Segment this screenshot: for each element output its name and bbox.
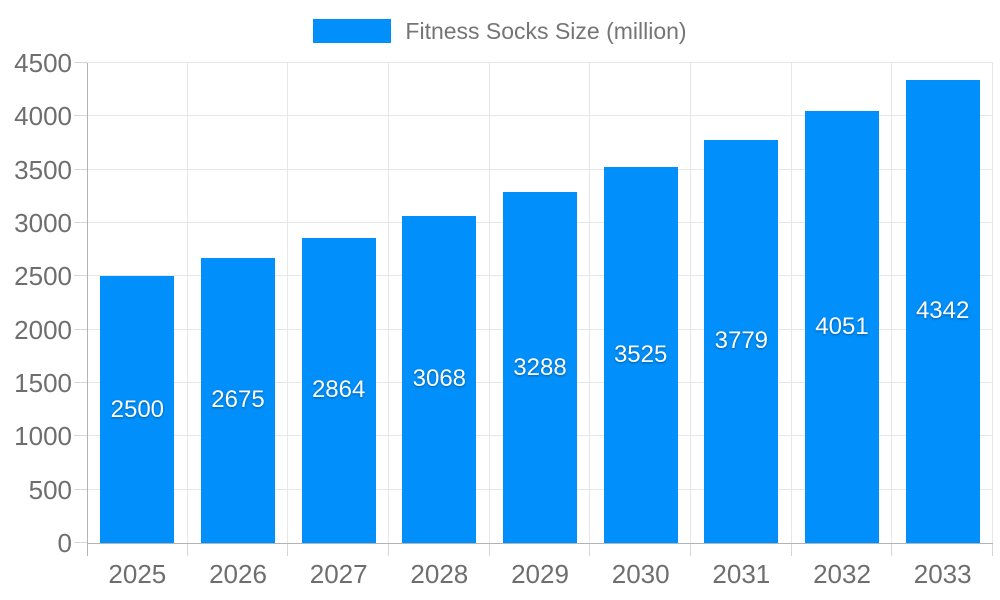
bar-value-label: 3525 [613,341,668,368]
gridline-horizontal [87,62,993,63]
bar[interactable]: 2500 [100,276,175,543]
bar[interactable]: 3068 [402,215,477,543]
gridline-vertical [790,63,792,543]
x-axis-tick [488,543,490,556]
x-axis-tick [287,543,289,556]
gridline-vertical [589,63,591,543]
y-axis-label: 4000 [14,101,72,132]
x-axis-tick [589,543,591,556]
bar[interactable]: 2864 [301,237,376,543]
gridline-vertical [992,63,993,543]
bar-value-label: 4342 [915,297,970,325]
bar[interactable]: 3525 [603,167,678,543]
x-axis-label: 2027 [309,559,368,589]
x-axis-label: 2031 [712,559,771,589]
gridline-vertical [186,63,188,543]
gridline-vertical [388,63,389,543]
x-axis-tick [790,543,792,556]
gridline-vertical [690,63,691,543]
y-axis-label: 0 [57,528,72,558]
x-axis-label: 2026 [209,559,267,589]
y-axis-label: 2500 [14,261,72,292]
y-axis-tick [74,115,87,117]
x-axis-tick [388,543,389,556]
y-axis-tick [74,62,87,63]
y-axis-tick [74,435,87,437]
bar[interactable]: 3288 [503,192,577,543]
y-axis-tick [74,488,87,490]
gridline-vertical [488,63,490,543]
x-axis-line [87,543,993,544]
y-axis-label: 1000 [14,421,72,452]
x-axis-tick [992,543,993,556]
x-axis-label: 2030 [611,559,670,589]
y-axis-label: 3500 [14,154,72,185]
y-axis-tick [74,168,87,170]
bar-value-label: 3068 [412,365,467,393]
y-axis-tick [74,542,87,543]
x-axis-tick [690,543,691,556]
bar[interactable]: 3779 [704,139,779,543]
bar-value-label: 3779 [714,327,769,355]
x-axis-label: 2029 [511,559,569,589]
legend-item[interactable]: Fitness Socks Size (million) [313,15,687,47]
bar-value-label: 4051 [815,312,869,340]
legend-marker-icon [313,19,392,43]
gridline-horizontal [87,115,993,117]
y-axis-tick [74,222,87,223]
x-axis-label: 2033 [913,559,972,589]
y-axis-tick [74,328,87,330]
bar-value-label: 2675 [211,386,265,414]
x-axis-label: 2025 [108,559,167,589]
bar-value-label: 2864 [311,376,366,404]
bar-value-label: 2500 [110,395,165,423]
y-axis-tick [74,275,87,277]
bar[interactable]: 4342 [905,79,980,543]
legend: Fitness Socks Size (million) [0,15,1000,47]
x-axis-tick [186,543,188,556]
bar-value-label: 3288 [513,353,567,381]
legend-label: Fitness Socks Size (million) [405,18,687,44]
bar[interactable]: 2675 [201,257,275,543]
x-axis-label: 2032 [813,559,871,589]
y-axis-tick [74,382,87,383]
x-axis-tick [891,543,893,556]
y-axis-label: 4500 [14,48,72,78]
y-axis-label: 1500 [14,368,72,398]
y-axis-label: 500 [28,474,72,505]
y-axis-label: 3000 [14,208,72,238]
gridline-vertical [287,63,289,543]
gridline-vertical [891,63,893,543]
y-axis-line [87,63,88,556]
bar[interactable]: 4051 [805,110,879,543]
x-axis-label: 2028 [410,559,469,589]
y-axis-label: 2000 [14,314,72,345]
gridline-horizontal [87,168,993,170]
